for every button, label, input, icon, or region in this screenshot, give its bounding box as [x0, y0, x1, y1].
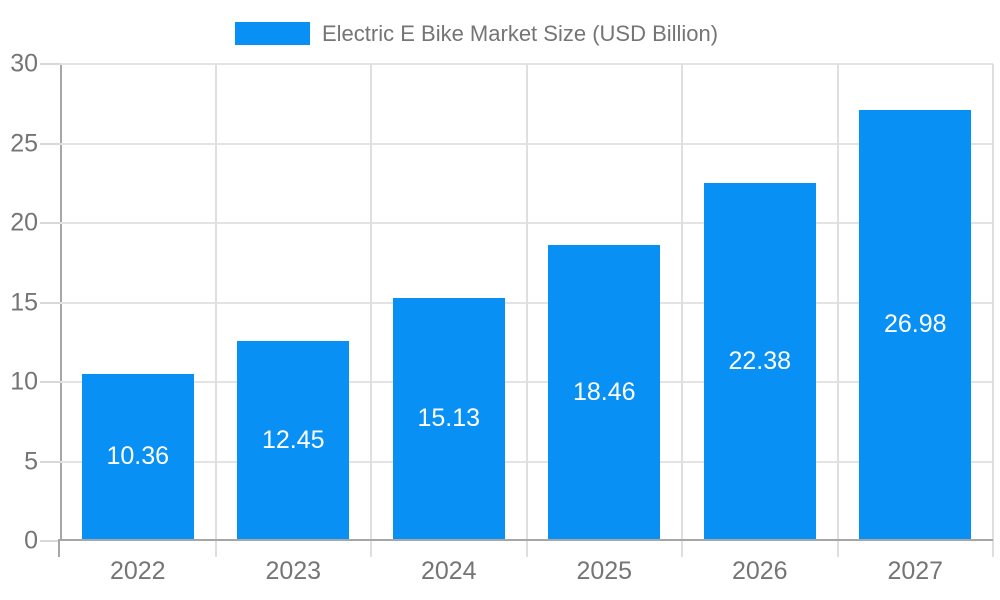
bar-value-label: 12.45 — [261, 425, 325, 454]
x-gridline — [992, 64, 994, 557]
x-axis-line — [58, 539, 993, 541]
y-axis-label: 25 — [10, 129, 38, 157]
bar[interactable]: 18.46 — [548, 245, 661, 539]
legend-swatch — [235, 22, 310, 45]
bar-value-label: 15.13 — [417, 404, 481, 433]
bar-value-label: 26.98 — [883, 310, 947, 338]
bar[interactable]: 22.38 — [703, 183, 816, 539]
y-tick-mark — [40, 63, 60, 65]
y-axis-tick-extension — [58, 541, 60, 557]
y-tick-mark — [40, 301, 60, 304]
legend[interactable]: Electric E Bike Market Size (USD Billion… — [235, 22, 718, 45]
bar[interactable]: 10.36 — [81, 374, 194, 539]
x-gridline — [525, 64, 528, 557]
bar-value-label: 22.38 — [728, 346, 792, 375]
bar[interactable]: 12.45 — [237, 341, 350, 539]
x-axis-label: 2027 — [887, 557, 944, 585]
x-axis-label: 2022 — [109, 557, 166, 585]
x-axis-label: 2024 — [420, 557, 477, 585]
bar-value-label: 10.36 — [106, 442, 170, 471]
x-axis-label: 2025 — [576, 557, 633, 585]
y-axis-label: 10 — [10, 367, 38, 396]
x-gridline — [370, 64, 372, 557]
y-tick-mark — [40, 381, 60, 383]
legend-label: Electric E Bike Market Size (USD Billion… — [322, 21, 719, 46]
x-axis-label: 2023 — [265, 557, 322, 585]
x-gridline — [836, 64, 839, 557]
x-axis-label: 2026 — [731, 557, 788, 585]
y-axis-label: 30 — [10, 49, 38, 78]
bar-value-label: 18.46 — [572, 377, 636, 406]
y-axis-label: 20 — [10, 208, 38, 237]
y-axis-label: 15 — [10, 288, 38, 316]
y-axis-label: 5 — [24, 447, 38, 475]
bar[interactable]: 15.13 — [392, 298, 505, 539]
x-gridline — [214, 64, 217, 557]
bar[interactable]: 26.98 — [859, 110, 972, 539]
y-tick-mark — [40, 222, 60, 224]
y-tick-mark — [40, 460, 60, 463]
y-tick-mark — [40, 540, 60, 542]
y-tick-mark — [40, 142, 60, 145]
x-gridline — [681, 64, 683, 557]
y-axis-label: 0 — [24, 526, 38, 555]
